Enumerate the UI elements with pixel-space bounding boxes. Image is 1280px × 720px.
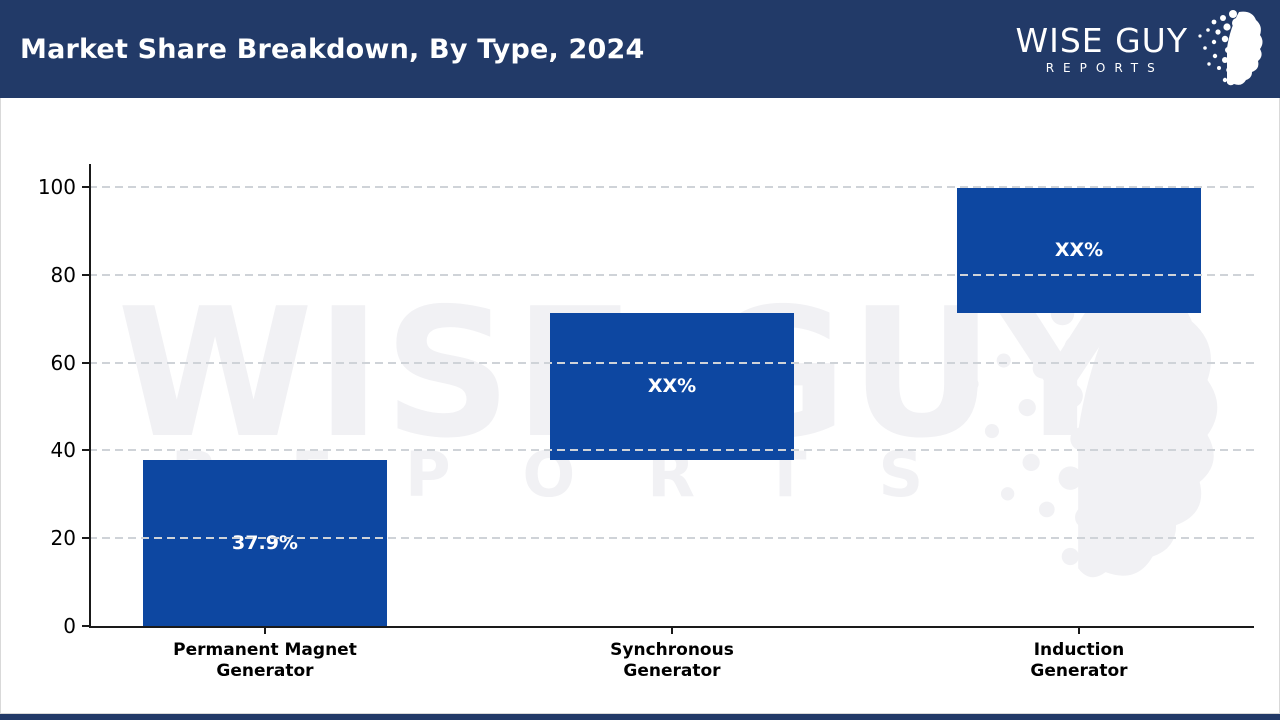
chart-canvas: WISE GUY REPORTS 0 20 40 60 80 100 37.9% XX% XX%… bbox=[0, 98, 1280, 714]
y-tick-0 bbox=[82, 625, 89, 627]
x-tick-1 bbox=[264, 626, 266, 634]
gridline-40 bbox=[89, 449, 1254, 452]
dotted-face-icon bbox=[1198, 10, 1263, 86]
watermark-face-icon bbox=[966, 282, 1218, 578]
gridline-80 bbox=[89, 273, 1254, 276]
gridline-20 bbox=[89, 537, 1254, 540]
logo-subtitle: REPORTS bbox=[1045, 60, 1164, 75]
y-tick-60 bbox=[82, 361, 89, 364]
x-axis-line bbox=[89, 626, 1254, 628]
x-category-label-3: Induction Generator bbox=[1030, 640, 1128, 681]
y-axis-line bbox=[89, 164, 91, 628]
logo-text: WISE GUY REPORTS bbox=[1015, 24, 1188, 75]
bar-value-label: XX% bbox=[647, 375, 697, 398]
x-tick-2 bbox=[671, 626, 673, 634]
y-tick-80 bbox=[82, 273, 89, 276]
bar-value-label: XX% bbox=[1054, 239, 1104, 262]
bar-value-label: 37.9% bbox=[232, 531, 298, 554]
wise-guy-logo: WISE GUY REPORTS bbox=[1010, 6, 1266, 92]
header-bar: Market Share Breakdown, By Type, 2024 WI… bbox=[0, 0, 1280, 98]
y-tick-label-60: 60 bbox=[50, 350, 76, 375]
y-tick-40 bbox=[82, 449, 89, 452]
y-tick-label-0: 0 bbox=[63, 614, 76, 638]
y-tick-label-20: 20 bbox=[50, 526, 76, 551]
y-tick-label-100: 100 bbox=[37, 175, 76, 199]
y-tick-20 bbox=[82, 537, 89, 540]
page-title: Market Share Breakdown, By Type, 2024 bbox=[20, 33, 645, 65]
logo-wordmark: WISE GUY bbox=[1015, 20, 1188, 60]
bar-2: XX% bbox=[550, 312, 794, 460]
x-tick-3 bbox=[1078, 626, 1080, 634]
y-tick-label-40: 40 bbox=[50, 438, 76, 463]
bar-1: 37.9% bbox=[143, 459, 387, 626]
x-category-label-1: Permanent Magnet Generator bbox=[173, 640, 357, 681]
gridline-100 bbox=[89, 186, 1254, 188]
y-tick-100 bbox=[82, 186, 89, 188]
footer-bar bbox=[0, 714, 1280, 720]
x-category-label-2: Synchronous Generator bbox=[610, 640, 734, 681]
gridline-60 bbox=[89, 361, 1254, 364]
bar-3: XX% bbox=[957, 187, 1201, 313]
y-tick-label-80: 80 bbox=[50, 262, 76, 287]
